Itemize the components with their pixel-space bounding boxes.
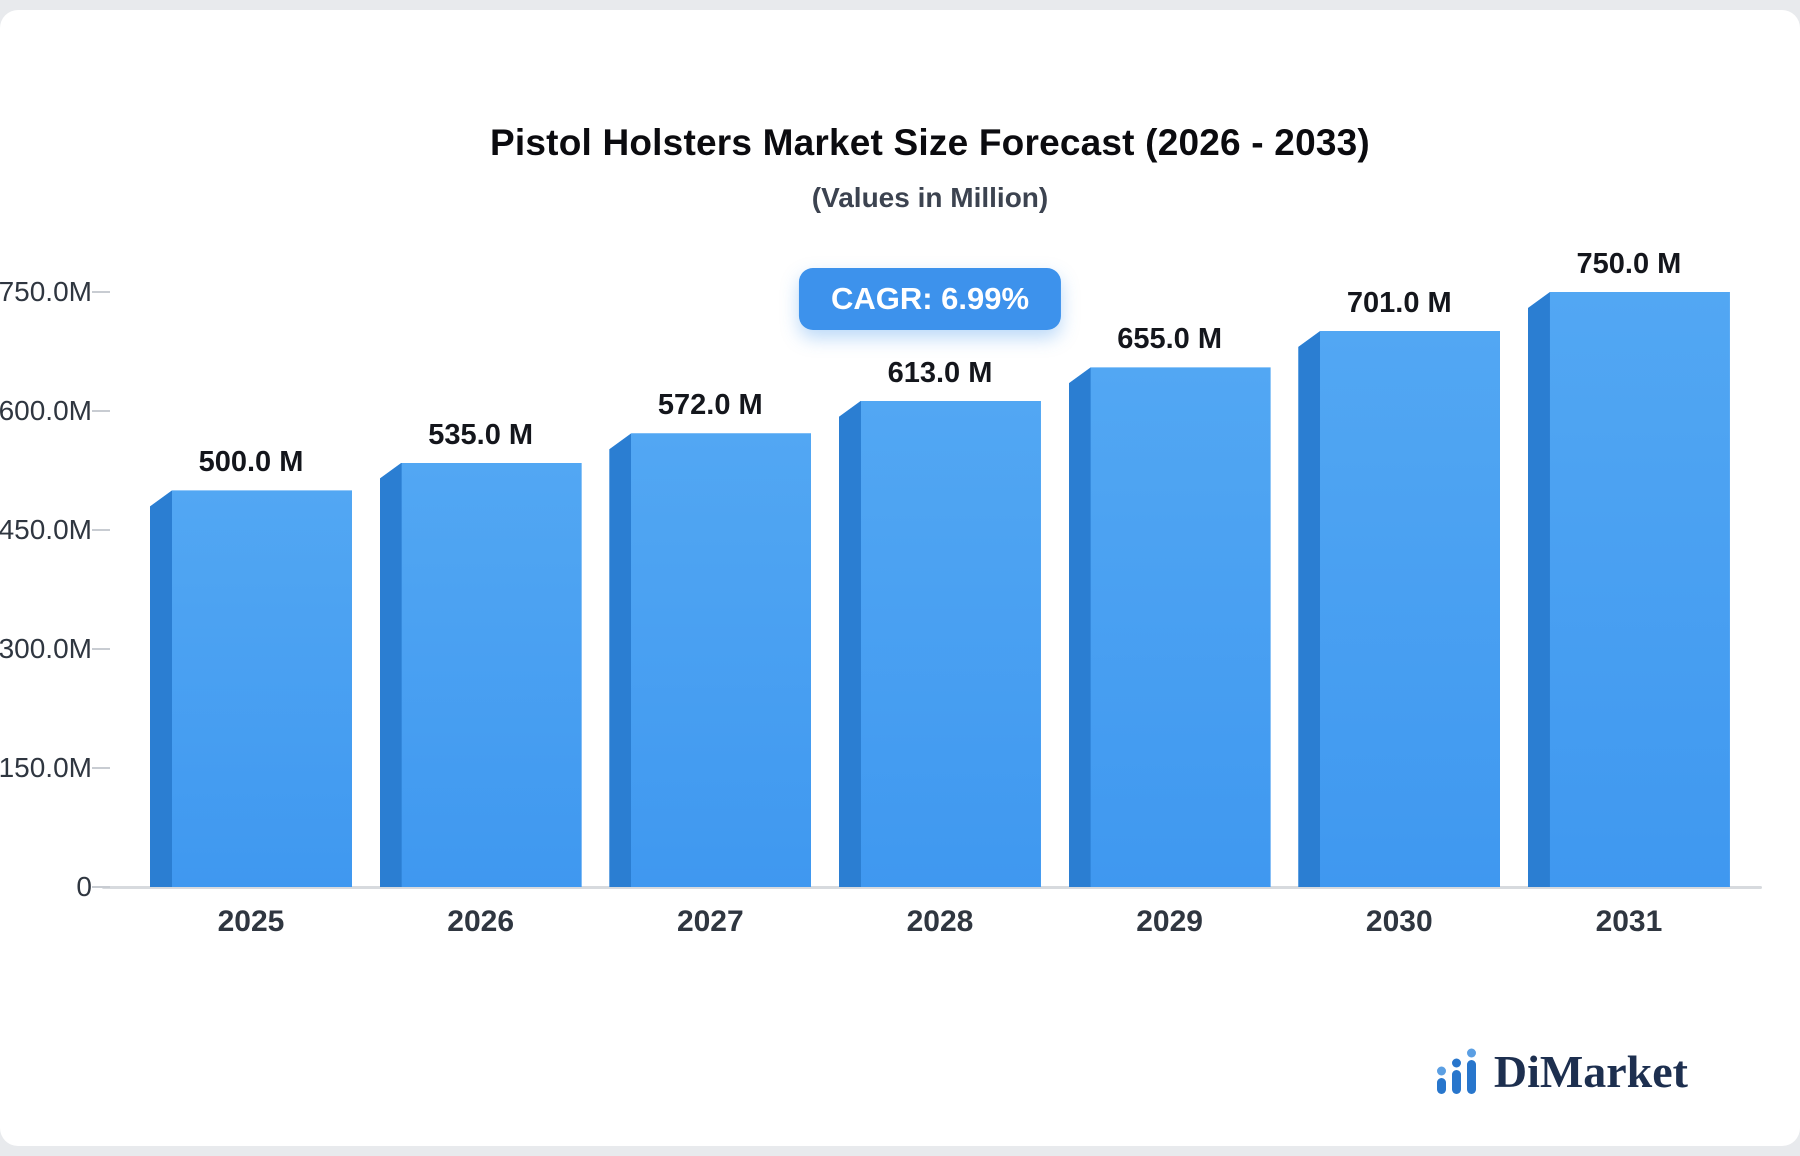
x-axis-label: 2027	[676, 905, 744, 938]
x-axis-label: 2030	[1365, 905, 1433, 938]
bar-value-label: 572.0 M	[657, 389, 763, 422]
bar-group: 750.0 M	[1527, 248, 1730, 887]
x-axis-label: 2029	[1136, 905, 1203, 938]
bar	[150, 490, 352, 887]
y-tick-label: 150.0M	[0, 752, 92, 783]
bar-value-label: 500.0 M	[198, 446, 304, 479]
bar-value-label: 750.0 M	[1576, 248, 1682, 280]
bar-value-label: 613.0 M	[887, 356, 993, 389]
bar-group: 655.0 M	[1068, 323, 1271, 887]
bar-value-label: 655.0 M	[1117, 323, 1223, 356]
x-axis-label: 2031	[1595, 905, 1663, 938]
y-axis: 750.0M 600.0M 450.0M 300.0M 150.0M 0	[0, 276, 92, 902]
bars: 500.0 M 535.0 M 572.0 M 613.0 M 655.0 M 701.0…	[150, 248, 1730, 887]
y-tick-mark	[92, 886, 110, 888]
bar	[838, 400, 1041, 887]
y-tick-mark	[92, 410, 110, 412]
bar-value-label: 535.0 M	[428, 418, 534, 451]
y-tick-label: 300.0M	[0, 633, 92, 664]
bar-group: 613.0 M	[838, 356, 1041, 887]
bar-group: 572.0 M	[609, 389, 812, 887]
bar-group: 701.0 M	[1298, 286, 1501, 887]
x-axis-line	[102, 886, 1762, 889]
cagr-badge: CAGR: 6.99%	[798, 268, 1062, 330]
chart-card: Pistol Holsters Market Size Forecast (20…	[0, 10, 1800, 1146]
bar	[1298, 330, 1501, 887]
y-tick-label: 0	[76, 871, 92, 902]
y-tick-mark	[92, 767, 110, 769]
x-axis-labels: 2025 2026 2027 2028 2029 2030 2031	[150, 905, 1730, 939]
chart-title: Pistol Holsters Market Size Forecast (20…	[490, 122, 1370, 163]
y-tick-mark	[92, 291, 110, 293]
y-tick-label: 750.0M	[0, 276, 92, 307]
x-axis-label: 2025	[217, 905, 285, 938]
brand-name: DiMarket	[1493, 1046, 1688, 1097]
dimarket-logo: DiMarket	[1433, 1048, 1688, 1096]
bar	[609, 433, 812, 887]
bar	[1527, 292, 1730, 887]
chart-subtitle: (Values in Million)	[811, 182, 1049, 213]
y-tick-mark	[92, 648, 110, 650]
y-tick-mark	[92, 529, 110, 531]
y-tick-label: 450.0M	[0, 514, 92, 545]
x-axis-label: 2026	[447, 905, 515, 938]
bar	[1068, 367, 1271, 887]
y-tick-label: 600.0M	[0, 395, 92, 426]
bar-group: 535.0 M	[379, 418, 582, 887]
bar-value-label: 701.0 M	[1346, 286, 1452, 319]
x-axis-label: 2028	[906, 905, 974, 938]
bar-chart-logo-icon	[1436, 1048, 1476, 1094]
plot-area: 500.0 M 535.0 M 572.0 M 613.0 M 655.0 M 701.0…	[92, 248, 1762, 938]
bar	[379, 462, 582, 887]
bar-group: 500.0 M	[150, 446, 352, 887]
